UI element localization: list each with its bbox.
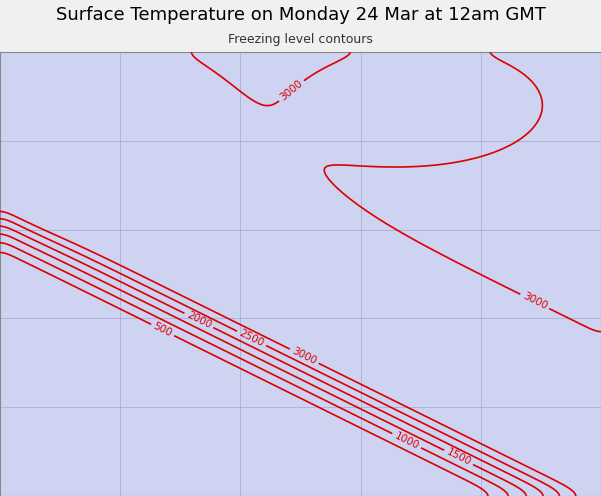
Text: Freezing level contours: Freezing level contours xyxy=(228,33,373,46)
Text: 2000: 2000 xyxy=(185,310,213,331)
Text: 3000: 3000 xyxy=(278,78,305,103)
Text: Surface Temperature on Monday 24 Mar at 12am GMT: Surface Temperature on Monday 24 Mar at … xyxy=(55,5,546,24)
Text: 500: 500 xyxy=(151,321,174,339)
Text: 3000: 3000 xyxy=(521,291,549,311)
Text: 2500: 2500 xyxy=(237,328,266,349)
Text: 3000: 3000 xyxy=(290,346,318,367)
Text: 1000: 1000 xyxy=(393,431,421,451)
Text: 1500: 1500 xyxy=(445,447,472,468)
